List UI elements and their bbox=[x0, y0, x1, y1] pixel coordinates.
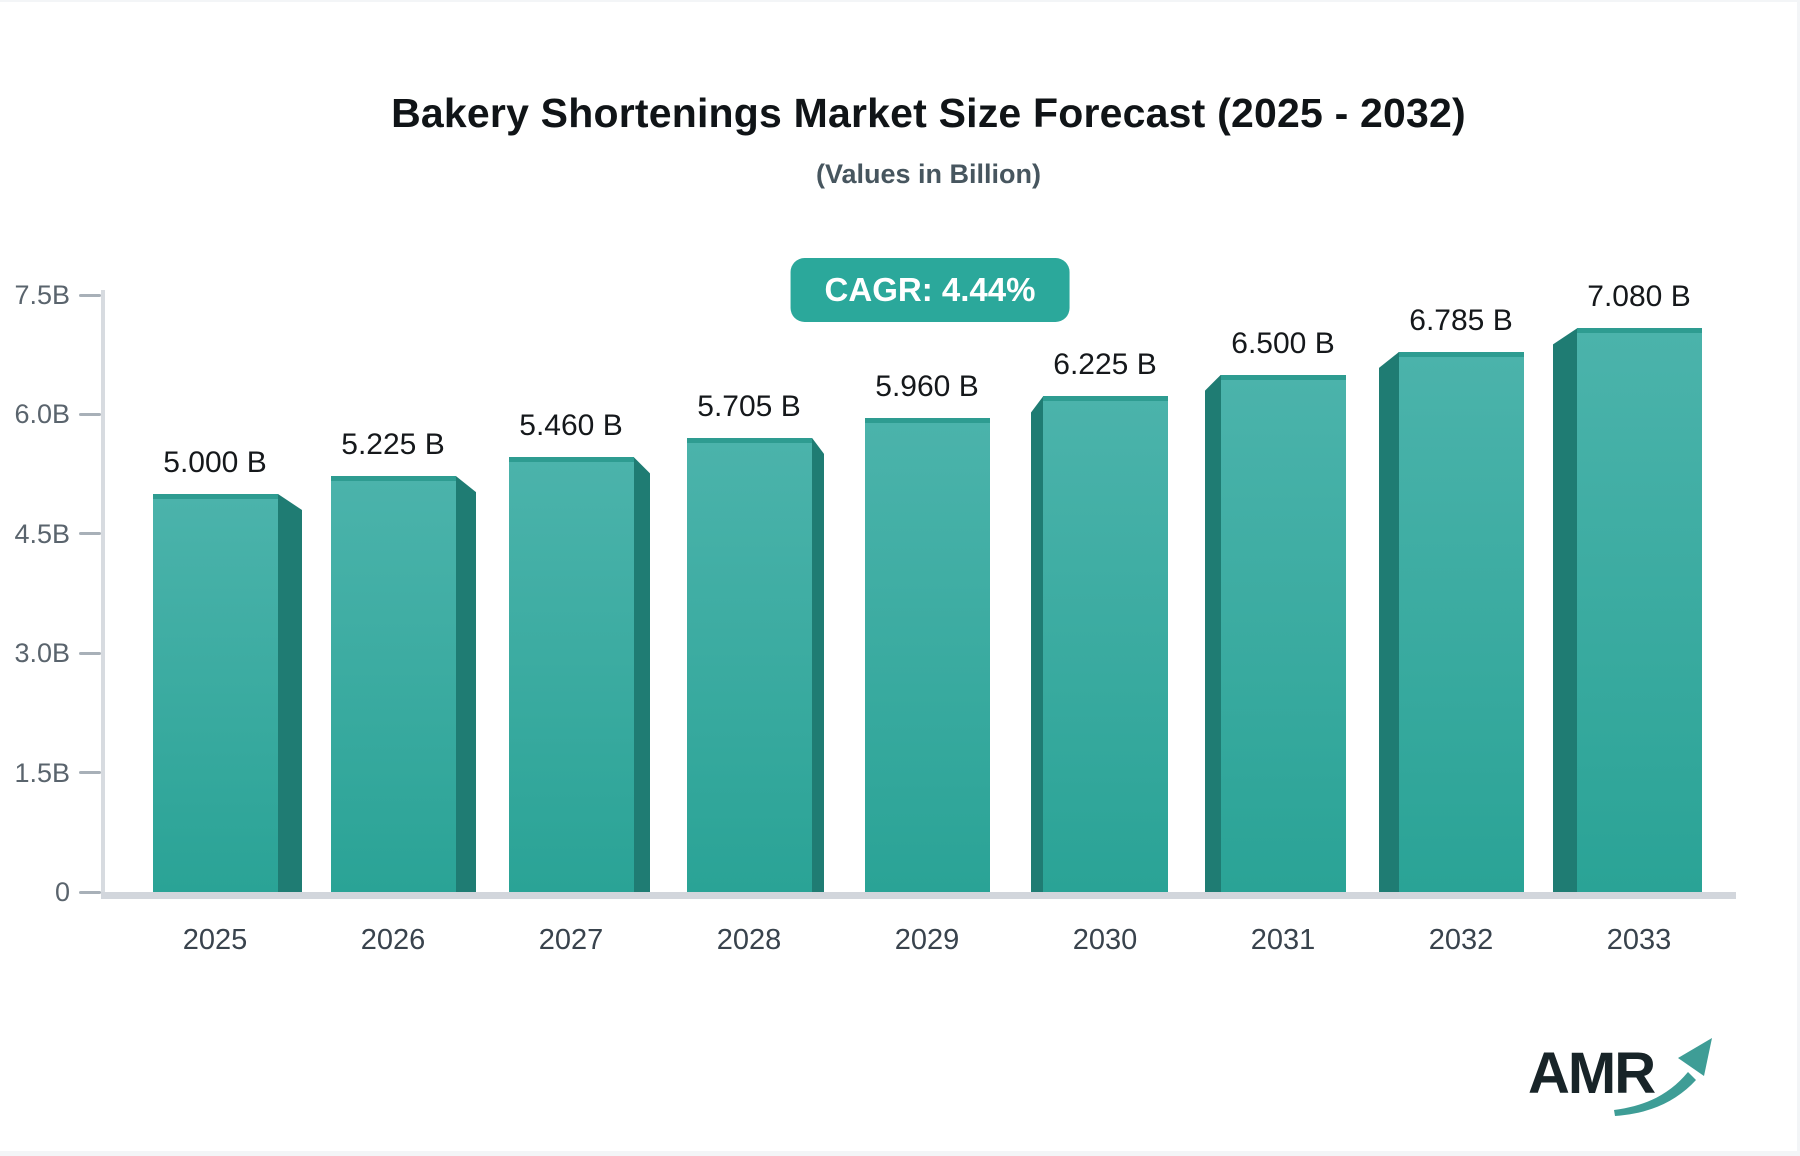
cagr-badge-label: CAGR: 4.44% bbox=[824, 271, 1036, 308]
bar-side bbox=[456, 476, 476, 892]
amr-logo-text: AMR bbox=[1528, 1041, 1656, 1106]
bar-value-label: 6.500 B bbox=[1231, 326, 1335, 360]
bar-side bbox=[1031, 396, 1043, 892]
bar-face bbox=[509, 457, 634, 892]
y-axis-line bbox=[101, 290, 105, 899]
y-axis-label: 1.5B bbox=[14, 757, 70, 788]
chart-header: Bakery Shortenings Market Size Forecast … bbox=[60, 90, 1797, 190]
y-axis-label: 0 bbox=[54, 877, 70, 907]
bar-value-label: 5.000 B bbox=[163, 446, 267, 479]
bar-value-label: 7.080 B bbox=[1587, 280, 1691, 314]
x-axis-label: 2028 bbox=[716, 924, 782, 956]
bar-face bbox=[687, 437, 812, 892]
bar-side bbox=[634, 457, 650, 892]
x-axis-baseline bbox=[101, 892, 1736, 899]
x-axis-label: 2026 bbox=[360, 924, 426, 956]
y-axis-tick bbox=[79, 412, 101, 416]
bar-value-label: 6.785 B bbox=[1409, 303, 1513, 337]
bar-value-label: 5.225 B bbox=[341, 428, 445, 462]
y-axis-tick bbox=[79, 651, 101, 655]
growth-arrow-icon bbox=[1614, 1038, 1712, 1116]
bar-value-label: 5.705 B bbox=[697, 389, 801, 423]
x-axis-label: 2033 bbox=[1606, 924, 1672, 956]
amr-logo: AMR bbox=[1520, 1034, 1740, 1124]
x-axis-label: 2031 bbox=[1250, 924, 1316, 956]
bar-face bbox=[153, 494, 278, 892]
bar-value-label: 5.960 B bbox=[875, 369, 979, 403]
x-axis-label: 2025 bbox=[182, 924, 248, 956]
bar-side bbox=[1553, 328, 1577, 892]
x-axis-label: 2029 bbox=[894, 924, 960, 956]
y-axis-tick bbox=[79, 293, 101, 297]
chart-subtitle: (Values in Billion) bbox=[815, 159, 1042, 189]
y-axis-label: 4.5B bbox=[14, 518, 70, 549]
y-axis-label: 6.0B bbox=[14, 399, 70, 430]
bar-value-label: 5.460 B bbox=[519, 409, 623, 443]
x-axis-label: 2030 bbox=[1072, 924, 1138, 956]
chart-title: Bakery Shortenings Market Size Forecast … bbox=[391, 90, 1466, 136]
y-axis-label: 3.0B bbox=[14, 638, 70, 669]
bar-side bbox=[812, 437, 824, 892]
y-axis-tick bbox=[79, 771, 101, 775]
bar-face bbox=[1577, 328, 1702, 892]
bar-side bbox=[1205, 374, 1221, 892]
y-axis-tick bbox=[79, 890, 101, 894]
bar-face bbox=[1043, 396, 1168, 892]
bar-side bbox=[1379, 351, 1399, 892]
bar-face bbox=[1399, 351, 1524, 892]
bar-face bbox=[1221, 374, 1346, 892]
bar-face bbox=[331, 476, 456, 892]
y-axis-label: 7.5B bbox=[14, 280, 70, 310]
cagr-badge: CAGR: 4.44% bbox=[790, 258, 1070, 322]
y-axis-tick bbox=[79, 532, 101, 536]
bar-side bbox=[278, 494, 302, 892]
x-axis-label: 2032 bbox=[1428, 924, 1494, 956]
bar-value-label: 6.225 B bbox=[1053, 348, 1157, 382]
bar-face bbox=[865, 417, 990, 892]
x-axis-label: 2027 bbox=[538, 924, 604, 956]
